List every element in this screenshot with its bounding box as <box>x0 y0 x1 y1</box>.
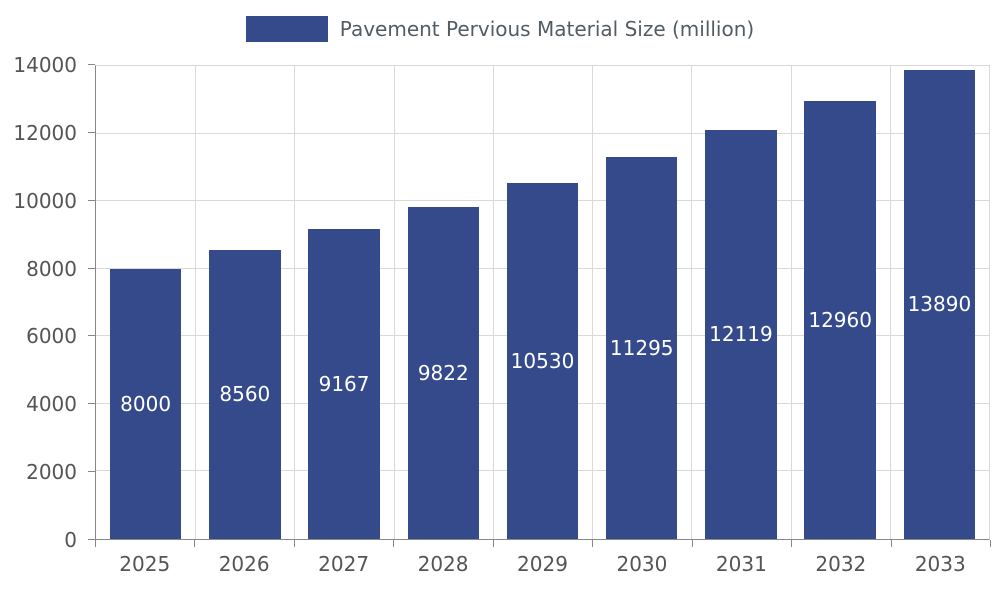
x-tick-mark <box>592 540 594 547</box>
x-tick-label: 2028 <box>417 552 469 576</box>
bar-value-label: 9822 <box>417 361 469 386</box>
y-tick-mark <box>88 471 95 473</box>
bar-value-label: 12119 <box>709 322 773 347</box>
y-tick-label: 10000 <box>13 188 77 213</box>
vertical-gridline <box>195 66 197 539</box>
y-tick-mark <box>88 335 95 337</box>
vertical-gridline <box>393 66 395 539</box>
x-tick-mark <box>194 540 196 547</box>
y-tick-mark <box>88 131 95 133</box>
x-tick-mark <box>890 540 892 547</box>
legend[interactable]: Pavement Pervious Material Size (million… <box>0 16 1000 42</box>
bar-value-label: 8000 <box>120 391 172 416</box>
y-tick-label: 8000 <box>26 256 77 281</box>
y-tick-mark <box>88 267 95 269</box>
vertical-gridline <box>492 66 494 539</box>
y-tick-label: 12000 <box>13 120 77 145</box>
x-tick-label: 2027 <box>318 552 370 576</box>
plot-area: 8000 8560 9167 9822 10530 11295 12119 12960 1389… <box>95 65 990 540</box>
bar: 13890 <box>903 69 976 539</box>
y-tick-label: 2000 <box>26 460 77 485</box>
x-tick-mark <box>691 540 693 547</box>
x-tick-mark <box>393 540 395 547</box>
legend-label: Pavement Pervious Material Size (million… <box>339 17 755 41</box>
bar-value-label: 9167 <box>318 372 370 397</box>
bar: 12960 <box>804 101 876 539</box>
x-tick-mark <box>95 540 96 547</box>
bar-value-label: 13890 <box>907 292 972 317</box>
x-tick-label: 2029 <box>517 552 568 576</box>
bar: 12119 <box>705 129 777 539</box>
x-tick-label: 2032 <box>815 552 867 576</box>
legend-swatch <box>245 16 328 42</box>
bar-value-label: 12960 <box>808 308 872 333</box>
x-axis: 2025 2026 2027 2028 2029 2030 2031 2032 2033 <box>95 540 991 590</box>
bar-value-label: 11295 <box>609 336 674 361</box>
x-tick-label: 2031 <box>715 552 767 576</box>
bar: 9167 <box>308 229 380 539</box>
x-tick-mark <box>492 540 494 547</box>
y-tick-mark <box>88 199 95 201</box>
vertical-gridline <box>691 66 693 539</box>
x-tick-mark <box>293 540 295 547</box>
x-tick-label: 2033 <box>914 552 966 576</box>
bar: 8560 <box>209 249 281 539</box>
y-axis: 0 2000 4000 6000 8000 10000 12000 14000 <box>0 53 95 552</box>
y-tick-label: 6000 <box>26 324 77 349</box>
x-tick-mark <box>990 540 991 547</box>
bar: 9822 <box>407 207 479 539</box>
y-tick-label: 0 <box>64 528 77 552</box>
bar-value-label: 10530 <box>510 349 575 374</box>
y-tick-label: 4000 <box>26 392 77 417</box>
vertical-gridline <box>790 66 792 539</box>
y-tick-mark <box>88 539 95 540</box>
bar-value-label: 8560 <box>219 382 271 407</box>
bar: 8000 <box>109 268 182 539</box>
horizontal-gridline <box>96 132 989 134</box>
x-tick-mark <box>791 540 793 547</box>
bar: 10530 <box>506 183 579 539</box>
vertical-gridline <box>294 66 296 539</box>
bar: 11295 <box>606 157 678 539</box>
vertical-gridline <box>889 66 891 539</box>
x-tick-label: 2026 <box>218 552 270 576</box>
x-tick-label: 2025 <box>119 552 171 576</box>
x-tick-label: 2030 <box>616 552 668 576</box>
y-tick-mark <box>88 403 95 405</box>
y-tick-mark <box>88 64 95 65</box>
vertical-gridline <box>592 66 594 539</box>
y-tick-label: 14000 <box>13 53 77 77</box>
